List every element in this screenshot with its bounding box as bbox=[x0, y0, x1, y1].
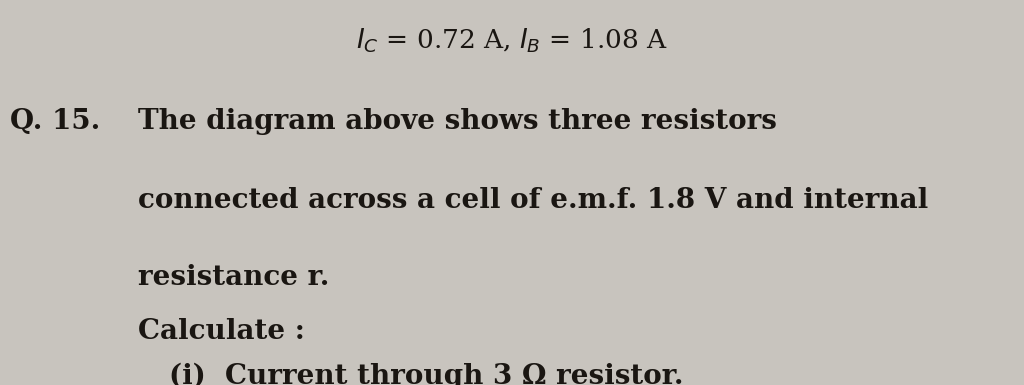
Text: The diagram above shows three resistors: The diagram above shows three resistors bbox=[138, 108, 777, 135]
Text: connected across a cell of e.m.f. 1.8 V and internal: connected across a cell of e.m.f. 1.8 V … bbox=[138, 187, 929, 214]
Text: Q. 15.: Q. 15. bbox=[10, 108, 100, 135]
Text: Calculate :: Calculate : bbox=[138, 318, 305, 345]
Text: (i)  Current through 3 Ω resistor.: (i) Current through 3 Ω resistor. bbox=[169, 363, 683, 385]
Text: resistance r.: resistance r. bbox=[138, 264, 330, 291]
Text: $I_C$ = 0.72 A, $I_B$ = 1.08 A: $I_C$ = 0.72 A, $I_B$ = 1.08 A bbox=[356, 27, 668, 55]
